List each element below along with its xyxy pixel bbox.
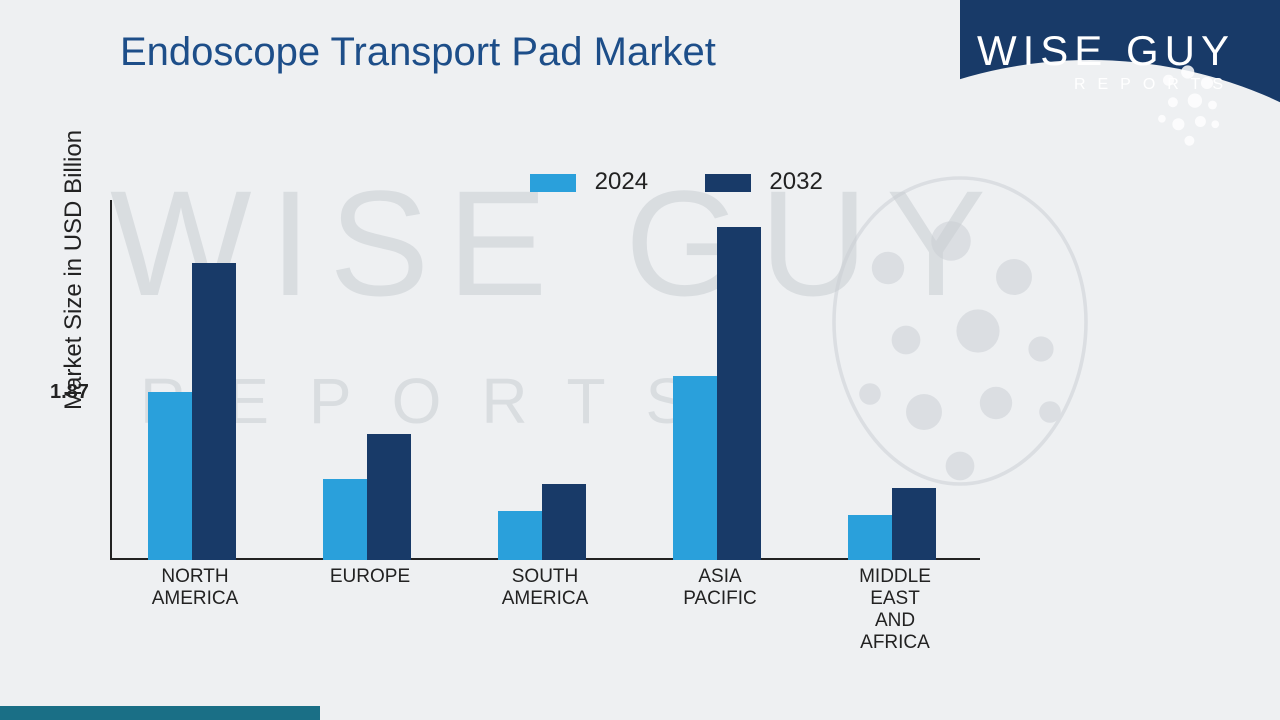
category-label: SOUTHAMERICA	[470, 560, 620, 610]
legend-item-2032: 2032	[705, 168, 823, 196]
bar-2024	[848, 515, 892, 560]
bar-2032	[367, 434, 411, 560]
legend-swatch-2032	[705, 174, 751, 192]
bar-2032	[542, 484, 586, 561]
bar-2024	[498, 511, 542, 561]
brand-logo: WISE GUY REPORTS	[977, 30, 1235, 94]
bar-2024	[148, 392, 192, 560]
legend-swatch-2024	[530, 174, 576, 192]
category-label: EUROPE	[295, 560, 445, 588]
y-tick-label: 1.87	[50, 381, 89, 404]
bar-2024	[673, 376, 717, 561]
legend-label-2024: 2024	[595, 168, 648, 195]
chart-title: Endoscope Transport Pad Market	[120, 30, 716, 75]
y-axis	[110, 200, 112, 560]
category-label: MIDDLEEASTANDAFRICA	[820, 560, 970, 653]
bar-2032	[192, 263, 236, 560]
category-label: NORTHAMERICA	[120, 560, 270, 610]
accent-bottom-bar	[0, 706, 320, 720]
bar-chart: 1.87 NORTHAMERICAEUROPESOUTHAMERICAASIAP…	[110, 200, 1000, 590]
category-label: ASIAPACIFIC	[645, 560, 795, 610]
legend-item-2024: 2024	[530, 168, 648, 196]
bar-2032	[717, 227, 761, 560]
infographic-stage: WISE GUY REPORTS Endoscope Transport Pad…	[0, 0, 1280, 720]
bar-2024	[323, 479, 367, 560]
bar-2032	[892, 488, 936, 560]
logo-head-icon	[1130, 50, 1240, 160]
chart-legend: 2024 2032	[530, 168, 873, 196]
legend-label-2032: 2032	[769, 168, 822, 195]
y-axis-label: Market Size in USD Billion	[60, 130, 88, 410]
